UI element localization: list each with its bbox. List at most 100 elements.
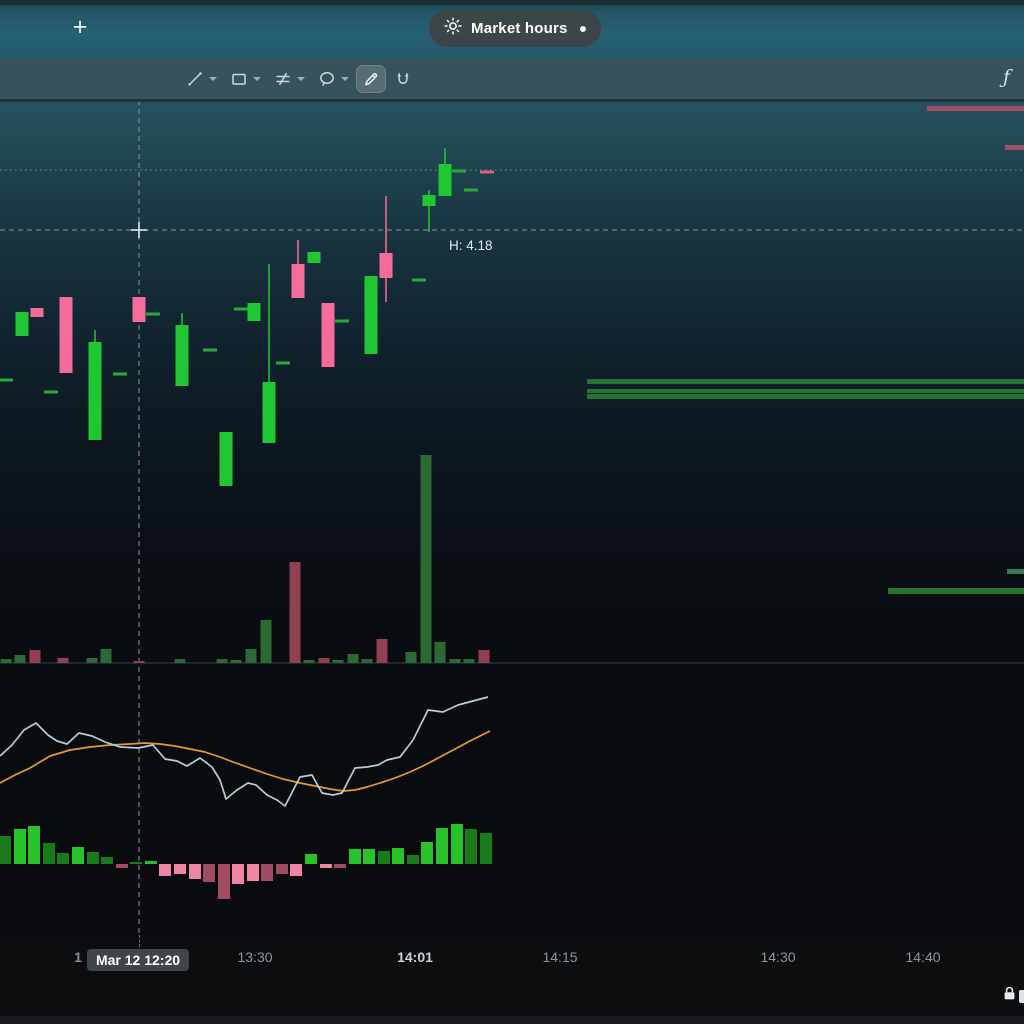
comment-icon: [320, 72, 334, 86]
price-level-line: [888, 588, 1024, 594]
candle-body: [175, 325, 189, 386]
candle-body: [59, 297, 73, 373]
chevron-down-icon[interactable]: [297, 77, 305, 81]
volume-bar: [29, 650, 41, 663]
indicators-button[interactable]: ƒ: [1002, 66, 1010, 88]
macd-histogram-bar: [43, 843, 55, 864]
macd-histogram-bar: [116, 864, 128, 868]
macd-histogram-bar: [451, 824, 463, 864]
market-hours-badge[interactable]: Market hours: [429, 10, 601, 47]
candle-body: [15, 312, 29, 336]
rectangle-tool[interactable]: [225, 66, 265, 92]
macd-histogram-bar: [130, 862, 142, 864]
macd-histogram-bar: [334, 864, 346, 868]
macd-histogram-bar: [101, 857, 113, 864]
candle-body: [247, 303, 261, 321]
price-level-line: [927, 106, 1024, 111]
doji-candle: [276, 361, 290, 365]
doji-candle: [335, 319, 349, 323]
macd-histogram-bar: [232, 864, 244, 884]
time-axis-label: 14:01: [397, 949, 433, 965]
lock-icon[interactable]: [1001, 985, 1018, 1002]
macd-histogram-bar: [218, 864, 230, 899]
chevron-down-icon[interactable]: [253, 77, 261, 81]
bottom-strip: [0, 1016, 1024, 1024]
doji-candle: [146, 312, 160, 316]
volume-bar: [405, 652, 417, 663]
chart-area[interactable]: H: 4.18: [0, 100, 1024, 935]
volume-bar: [86, 658, 98, 663]
macd-histogram-bar: [392, 848, 404, 864]
rectangle-icon: [232, 73, 246, 85]
volume-bar: [318, 658, 330, 663]
doji-candle: [0, 378, 13, 382]
partial-icon: [1019, 990, 1024, 1003]
macd-histogram-bar: [407, 855, 419, 864]
macd-histogram-bar: [320, 864, 332, 868]
macd-histogram-bar: [14, 829, 26, 864]
high-price-label: H: 4.18: [449, 238, 493, 253]
volume-bar: [434, 642, 446, 663]
draw-tool[interactable]: [356, 65, 386, 93]
drawing-toolbar: [0, 58, 1024, 100]
doji-candle: [44, 390, 58, 394]
price-level-line: [1005, 145, 1024, 150]
price-level-line: [587, 379, 1024, 384]
crosshair-time-badge: Mar 12 12:20: [86, 949, 190, 971]
pattern-tool[interactable]: [269, 66, 309, 92]
macd-histogram-bar: [465, 829, 477, 864]
price-level-line: [587, 389, 1024, 393]
candle-body: [321, 303, 335, 367]
time-axis-label: 14:15: [542, 949, 578, 965]
macd-histogram-bar: [421, 842, 433, 864]
volume-bar: [361, 659, 373, 663]
candle-body: [307, 252, 321, 263]
macd-histogram-bar: [363, 849, 375, 864]
doji-candle: [464, 188, 478, 192]
candle-body: [219, 432, 233, 486]
signal-line: [0, 730, 491, 792]
magnet-tool[interactable]: [389, 66, 417, 92]
macd-line: [0, 696, 489, 807]
chart-canvas[interactable]: [0, 100, 1024, 935]
candle-body: [438, 164, 452, 196]
macd-histogram-bar: [290, 864, 302, 876]
chevron-down-icon[interactable]: [341, 77, 349, 81]
tool-group: [181, 58, 417, 100]
add-button[interactable]: +: [72, 13, 88, 41]
chevron-down-icon[interactable]: [209, 77, 217, 81]
time-axis[interactable]: 1 Mar 12 12:20 13:30 14:01 14:15 14:30 14:40: [0, 935, 1024, 1016]
price-level-line: [587, 394, 1024, 399]
volume-bar: [332, 660, 344, 663]
macd-histogram-bar: [28, 826, 40, 864]
macd-histogram-bar: [436, 828, 448, 864]
volume-bar: [0, 659, 12, 663]
macd-histogram-bar: [72, 847, 84, 864]
volume-bar: [230, 660, 242, 663]
macd-histogram-bar: [145, 861, 157, 864]
trend-line-tool[interactable]: [181, 66, 221, 92]
comment-tool[interactable]: [313, 66, 353, 92]
volume-bar: [57, 658, 69, 663]
market-hours-label: Market hours: [471, 20, 568, 37]
time-axis-label: 13:30: [237, 949, 273, 965]
candle-body: [262, 382, 276, 443]
volume-bar: [303, 660, 315, 663]
volume-bar: [216, 659, 228, 663]
doji-candle: [234, 307, 248, 311]
volume-bar: [376, 639, 388, 663]
macd-histogram-bar: [349, 849, 361, 864]
volume-bar: [449, 659, 461, 663]
candle-body: [422, 195, 436, 206]
sun-icon: [444, 17, 462, 40]
volume-bar: [289, 562, 301, 663]
pencil-icon: [364, 73, 378, 86]
macd-histogram-bar: [378, 851, 390, 864]
doji-candle: [480, 170, 494, 174]
time-axis-label: 14:40: [905, 949, 941, 965]
volume-bar: [463, 659, 475, 663]
volume-bar: [245, 649, 257, 663]
volume-bar: [260, 620, 272, 663]
top-header: + Market hours: [0, 0, 1024, 58]
